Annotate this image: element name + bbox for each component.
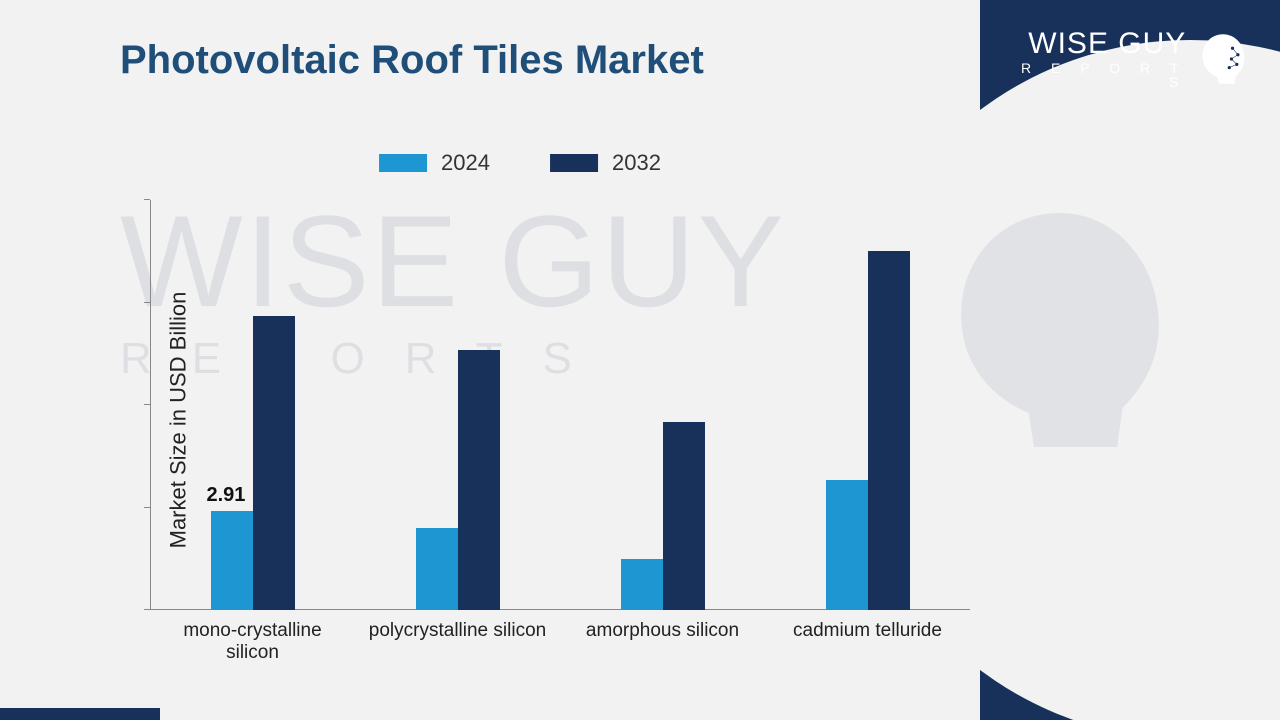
brand-logo: WISE GUY R E P O R T S [1000,24,1250,94]
logo-main-text: WISE GUY [1000,29,1186,59]
legend-label: 2024 [441,150,490,176]
chart-area: Market Size in USD Billion 20242032 mono… [60,150,980,690]
bar-group: cadmium telluride [826,200,910,610]
y-tick [144,302,150,303]
chart-canvas: WISE GUY R E P O R T S Photovoltaic Roof… [0,0,1280,720]
logo-head-icon [1196,31,1250,87]
legend-item: 2032 [550,150,661,176]
legend-item: 2024 [379,150,490,176]
category-label: amorphous silicon [573,610,753,642]
legend-swatch [379,154,427,172]
y-tick [144,507,150,508]
bar-group: polycrystalline silicon [416,200,500,610]
bar [621,559,663,610]
category-label: polycrystalline silicon [368,610,548,642]
bar-groups: mono-crystalline silicon2.91 polycrystall… [150,200,970,610]
y-tick [144,404,150,405]
legend: 2024 2032 [379,150,661,176]
y-tick [144,199,150,200]
chart-title: Photovoltaic Roof Tiles Market [120,38,704,83]
bar [211,511,253,610]
bar [826,480,868,610]
logo-sub-text: R E P O R T S [1000,61,1186,89]
data-label: 2.91 [207,484,246,507]
plot-area: mono-crystalline silicon2.91 polycrystall… [150,200,970,610]
bar [416,528,458,610]
y-tick [144,609,150,610]
legend-label: 2032 [612,150,661,176]
bar-group: mono-crystalline silicon2.91 [211,200,295,610]
bar [663,422,705,610]
bar [868,251,910,610]
category-label: cadmium telluride [778,610,958,642]
bar-group: amorphous silicon [621,200,705,610]
footer-accent [0,708,160,720]
legend-swatch [550,154,598,172]
category-label: mono-crystalline silicon [163,610,343,664]
bar [458,350,500,610]
bar [253,316,295,610]
